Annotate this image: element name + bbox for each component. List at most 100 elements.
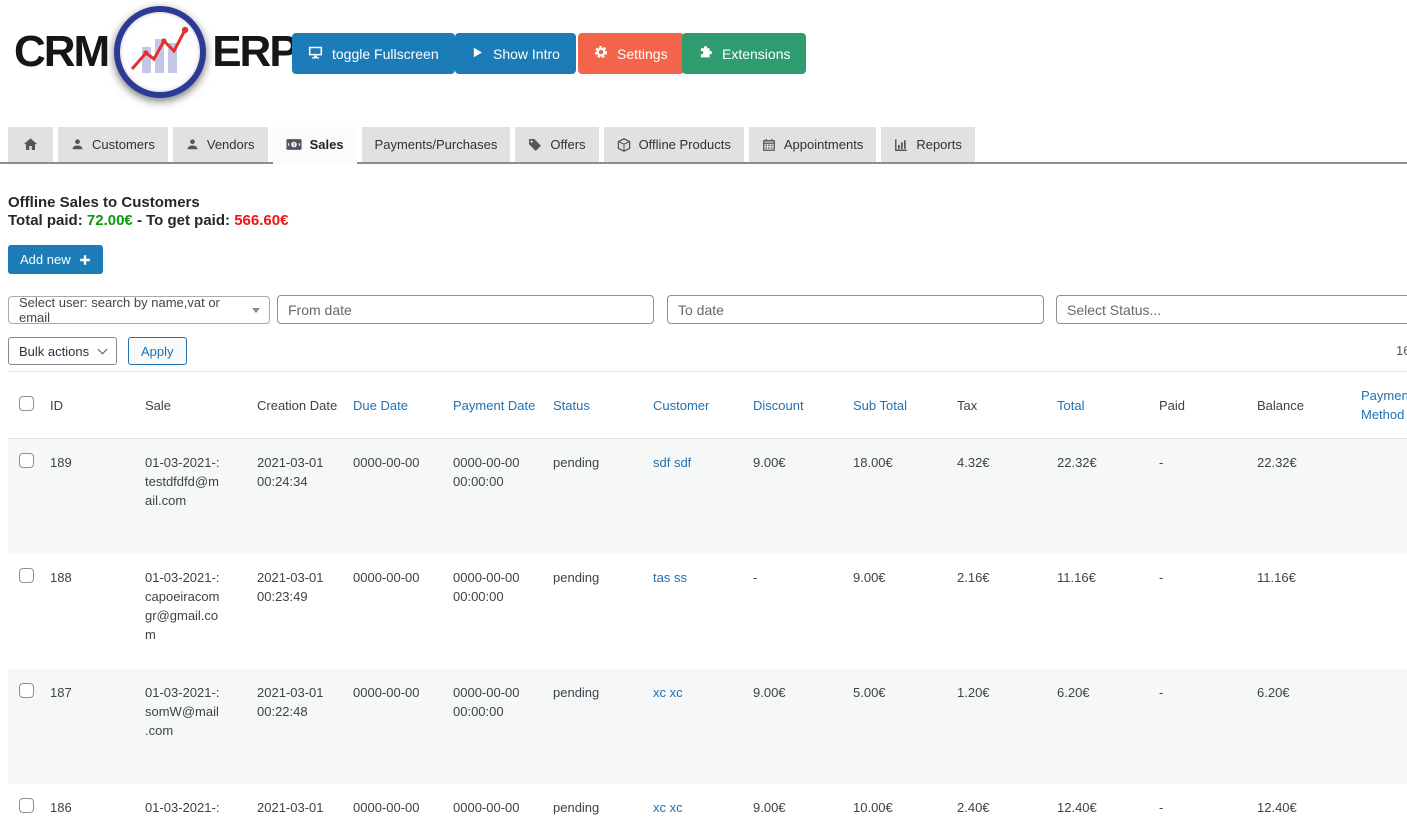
user-select-text: Select user: search by name,vat or email — [19, 295, 220, 325]
to-get-paid-label: To get paid: — [146, 212, 231, 229]
bulk-actions-select[interactable]: Bulk actions — [8, 337, 118, 365]
column-label-total[interactable]: Total — [1057, 397, 1085, 413]
column-header-total[interactable]: Total — [1051, 372, 1153, 439]
column-label-tax: Tax — [957, 397, 978, 413]
customer-link[interactable]: tas ss — [653, 569, 687, 585]
tab-customers[interactable]: Customers — [58, 127, 168, 162]
cell-total: 12.40€ — [1057, 799, 1097, 815]
tab-offers[interactable]: Offers — [515, 127, 599, 162]
fullscreen-button[interactable]: toggle Fullscreen — [292, 33, 455, 74]
tab-reports[interactable]: Reports — [881, 127, 975, 162]
intro-button[interactable]: Show Intro — [455, 33, 576, 74]
apply-button[interactable]: Apply — [128, 337, 187, 365]
tab-label: Offline Products — [638, 137, 731, 152]
tab-label: Customers — [92, 137, 155, 152]
cell-method — [1355, 554, 1407, 669]
tab-label: Vendors — [206, 137, 255, 152]
user-select[interactable]: Select user: search by name,vat or email — [8, 295, 270, 325]
totals-line: Total paid: 72.00€ - To get paid: 566.60… — [8, 212, 288, 230]
cell-paid: - — [1159, 569, 1164, 585]
bulk-actions-label: Bulk actions — [19, 343, 90, 359]
column-header-payment[interactable]: Payment Date — [447, 372, 547, 439]
tab-payments-purchases[interactable]: Payments/Purchases — [361, 127, 511, 162]
cell-creation: 2021-03-01 00:23:49 — [257, 569, 324, 604]
cell-tax: 2.40€ — [957, 799, 990, 815]
money-icon — [286, 138, 302, 151]
cell-total: 22.32€ — [1057, 455, 1097, 470]
cell-creation: 2021-03-01 00:24:34 — [257, 455, 324, 489]
cell-balance: 11.16€ — [1257, 569, 1296, 585]
cell-creation: 2021-03-01 — [257, 799, 324, 815]
cell-status: pending — [553, 684, 600, 700]
tab-appointments[interactable]: Appointments — [748, 127, 877, 162]
tab-offline-products[interactable]: Offline Products — [603, 127, 744, 162]
to-date-input[interactable] — [667, 295, 1044, 324]
cell-total: 6.20€ — [1057, 684, 1090, 700]
tab-label: Sales — [309, 137, 344, 152]
cell-balance: 12.40€ — [1257, 799, 1297, 815]
crm-erp-logo: CRM ERP — [14, 6, 299, 98]
tab-label: Offers — [550, 137, 586, 152]
user-icon — [186, 138, 199, 151]
extensions-button[interactable]: Extensions — [682, 33, 807, 74]
column-label-discount[interactable]: Discount — [753, 397, 804, 413]
column-header-sale: Sale — [139, 372, 251, 439]
customer-link[interactable]: xc xc — [653, 684, 683, 700]
row-checkbox[interactable] — [19, 797, 34, 813]
column-header-discount[interactable]: Discount — [747, 372, 847, 439]
from-date-input[interactable] — [277, 295, 654, 324]
cell-id: 187 — [50, 684, 72, 700]
table-row: 189 01-03-2021-: testdfdfd@mail.com 2021-0… — [8, 438, 1407, 554]
cell-due: 0000-00-00 — [353, 684, 420, 700]
row-checkbox[interactable] — [19, 453, 34, 468]
column-label-id: ID — [50, 397, 63, 413]
column-label-payment[interactable]: Payment Date — [453, 397, 536, 413]
column-label-due[interactable]: Due Date — [353, 397, 408, 413]
table-header-row: ID Sale Creation Date Due Date Payment Date S… — [8, 372, 1407, 439]
customer-link[interactable]: xc xc — [653, 799, 683, 815]
cell-discount: 9.00€ — [753, 684, 786, 700]
cell-method — [1355, 669, 1407, 784]
to-get-paid-value: 566.60€ — [234, 212, 289, 229]
intro-label: Show Intro — [493, 45, 560, 62]
table-row: 187 01-03-2021-: somW@mail.com 2021-03-01 … — [8, 668, 1407, 784]
cell-due: 0000-00-00 — [353, 799, 420, 815]
cell-due: 0000-00-00 — [353, 455, 420, 470]
column-label-method[interactable]: Payment Method — [1361, 388, 1407, 422]
tab-vendors[interactable]: Vendors — [172, 127, 268, 162]
cell-discount: 9.00€ — [753, 455, 786, 470]
column-label-customer[interactable]: Customer — [653, 397, 710, 413]
column-header-status[interactable]: Status — [547, 372, 647, 439]
table-body: 189 01-03-2021-: testdfdfd@mail.com 2021-0… — [8, 438, 1407, 820]
customer-link[interactable]: sdf sdf — [653, 455, 692, 470]
tab-label: Payments/Purchases — [374, 137, 498, 152]
cell-tax: 4.32€ — [957, 455, 990, 470]
column-header-customer[interactable]: Customer — [647, 372, 747, 439]
add-new-button[interactable]: Add new — [8, 245, 103, 274]
status-select[interactable] — [1056, 295, 1407, 324]
column-header-id: ID — [44, 372, 139, 439]
cell-subtotal: 5.00€ — [853, 684, 886, 700]
cell-subtotal: 18.00€ — [853, 455, 893, 470]
column-label-status[interactable]: Status — [553, 397, 590, 413]
settings-button[interactable]: Settings — [578, 33, 684, 74]
column-header-subtotal[interactable]: Sub Total — [847, 372, 951, 439]
calendar-icon — [762, 138, 776, 152]
extensions-label: Extensions — [722, 45, 791, 62]
column-label-subtotal[interactable]: Sub Total — [853, 397, 907, 413]
row-checkbox[interactable] — [19, 682, 34, 698]
cell-customer: tas ss — [647, 554, 747, 669]
puzzle-icon — [698, 45, 713, 63]
column-label-creation: Creation Date — [257, 397, 338, 413]
cell-sale: 01-03-2021-: testdfdfd@mail.com — [145, 455, 220, 508]
tab-home[interactable] — [8, 127, 53, 162]
tab-sales[interactable]: Sales — [272, 127, 357, 162]
row-checkbox[interactable] — [19, 567, 34, 583]
cell-payment: 0000-00-00 00:00:00 — [453, 684, 520, 719]
cell-sale: 01-03-2021-: capoeiracomgr@gmail.com — [145, 569, 220, 642]
tag-icon — [528, 138, 542, 152]
select-all-checkbox[interactable] — [19, 396, 34, 411]
column-header-balance: Balance — [1251, 372, 1355, 439]
column-header-due[interactable]: Due Date — [347, 372, 447, 439]
column-header-method[interactable]: Payment Method — [1355, 372, 1407, 439]
